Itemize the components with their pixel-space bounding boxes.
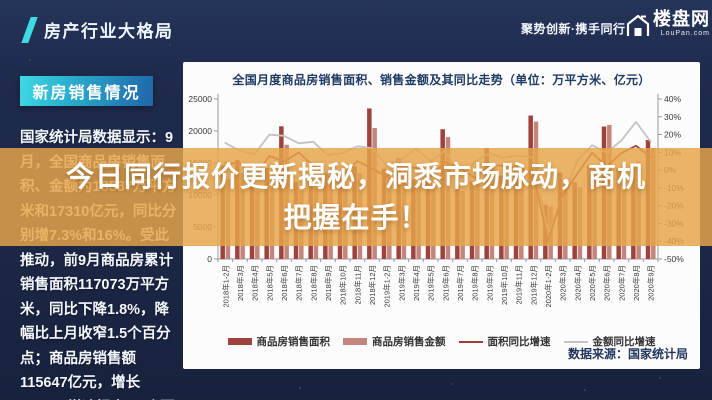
legend-swatch-bar: [227, 338, 252, 345]
svg-text:2019年6月: 2019年6月: [440, 265, 450, 301]
svg-text:2019年5月: 2019年5月: [426, 265, 436, 301]
svg-text:40%: 40%: [664, 94, 681, 104]
svg-text:2019年3月: 2019年3月: [396, 265, 406, 301]
legend-item: 金额同比增速: [563, 334, 656, 349]
brand-logo: 楼盘网 LouPan.com: [625, 10, 710, 39]
legend-item: 商品房销售面积: [227, 334, 331, 349]
promo-banner: 今日同行报价更新揭秘，洞悉市场脉动，商机 把握在手！: [0, 148, 712, 246]
chart-legend: 商品房销售面积 商品房销售金额 面积同比增速 金额同比增速: [183, 334, 700, 349]
svg-text:2020年9月: 2020年9月: [646, 265, 656, 301]
page-title: 房产行业大格局: [44, 22, 174, 41]
svg-text:2018年8月: 2018年8月: [308, 265, 318, 301]
svg-text:2018年3月: 2018年3月: [235, 265, 245, 301]
svg-text:2018年4月: 2018年4月: [250, 265, 260, 301]
sidebar-section-title: 新房销售情况: [20, 76, 153, 106]
svg-text:2018年11月: 2018年11月: [352, 265, 362, 304]
svg-text:2019年8月: 2019年8月: [470, 265, 480, 301]
svg-text:2019年4月: 2019年4月: [411, 265, 421, 301]
svg-text:2019年10月: 2019年10月: [499, 265, 509, 305]
svg-text:30%: 30%: [664, 112, 681, 122]
svg-text:2018年5月: 2018年5月: [264, 265, 274, 301]
svg-text:2019年7月: 2019年7月: [455, 265, 465, 301]
brand-domain: LouPan.com: [660, 30, 710, 37]
brand-logo-text: 楼盘网 LouPan.com: [653, 10, 710, 37]
legend-item: 面积同比增速: [458, 334, 551, 349]
svg-text:2019年11月: 2019年11月: [514, 265, 524, 304]
header-slogan: 聚势创新·携手同行: [521, 22, 626, 36]
brand-name: 楼盘网: [653, 9, 710, 29]
svg-text:2020年6月: 2020年6月: [602, 265, 612, 301]
svg-text:2019年9月: 2019年9月: [484, 265, 494, 301]
legend-swatch-line: [458, 340, 483, 343]
legend-label: 商品房销售金额: [372, 336, 446, 348]
promo-banner-line2: 把握在手！: [283, 202, 429, 233]
legend-label: 面积同比增速: [487, 336, 551, 348]
promo-banner-line1: 今日同行报价更新揭秘，洞悉市场脉动，商机: [65, 161, 646, 192]
legend-label: 金额同比增速: [592, 336, 656, 348]
svg-text:2018年6月: 2018年6月: [279, 265, 289, 301]
svg-text:2020年4月: 2020年4月: [572, 265, 582, 301]
svg-text:2019年1-2月: 2019年1-2月: [382, 265, 392, 308]
svg-text:2020年1-2月: 2020年1-2月: [543, 265, 553, 308]
svg-text:2020年3月: 2020年3月: [558, 265, 568, 301]
svg-text:2020年8月: 2020年8月: [631, 265, 641, 301]
legend-swatch-bar: [343, 338, 367, 345]
chart-title: 全国月度商品房销售面积、销售金额及其同比走势（单位：万平方米、亿元）: [232, 73, 651, 87]
svg-text:25000: 25000: [188, 94, 212, 104]
house-icon: [626, 14, 650, 36]
svg-text:20%: 20%: [664, 130, 681, 140]
data-source: 数据来源：国家统计局: [567, 347, 688, 361]
legend-label: 商品房销售面积: [256, 336, 331, 348]
svg-text:-50%: -50%: [664, 254, 684, 264]
svg-text:0: 0: [207, 254, 212, 264]
svg-text:2018年12月: 2018年12月: [367, 265, 377, 305]
svg-text:2018年10月: 2018年10月: [338, 265, 348, 305]
accent-slash-icon: [21, 17, 38, 43]
svg-text:20000: 20000: [188, 126, 212, 136]
svg-text:2019年12月: 2019年12月: [528, 265, 538, 305]
legend-item: 商品房销售金额: [343, 334, 446, 349]
svg-text:2020年7月: 2020年7月: [616, 265, 626, 301]
legend-swatch-line: [563, 340, 588, 343]
svg-text:2018年1-2月: 2018年1-2月: [220, 265, 230, 308]
svg-text:2018年9月: 2018年9月: [323, 265, 333, 301]
svg-text:2018年7月: 2018年7月: [294, 265, 304, 301]
svg-text:2020年5月: 2020年5月: [587, 265, 597, 301]
